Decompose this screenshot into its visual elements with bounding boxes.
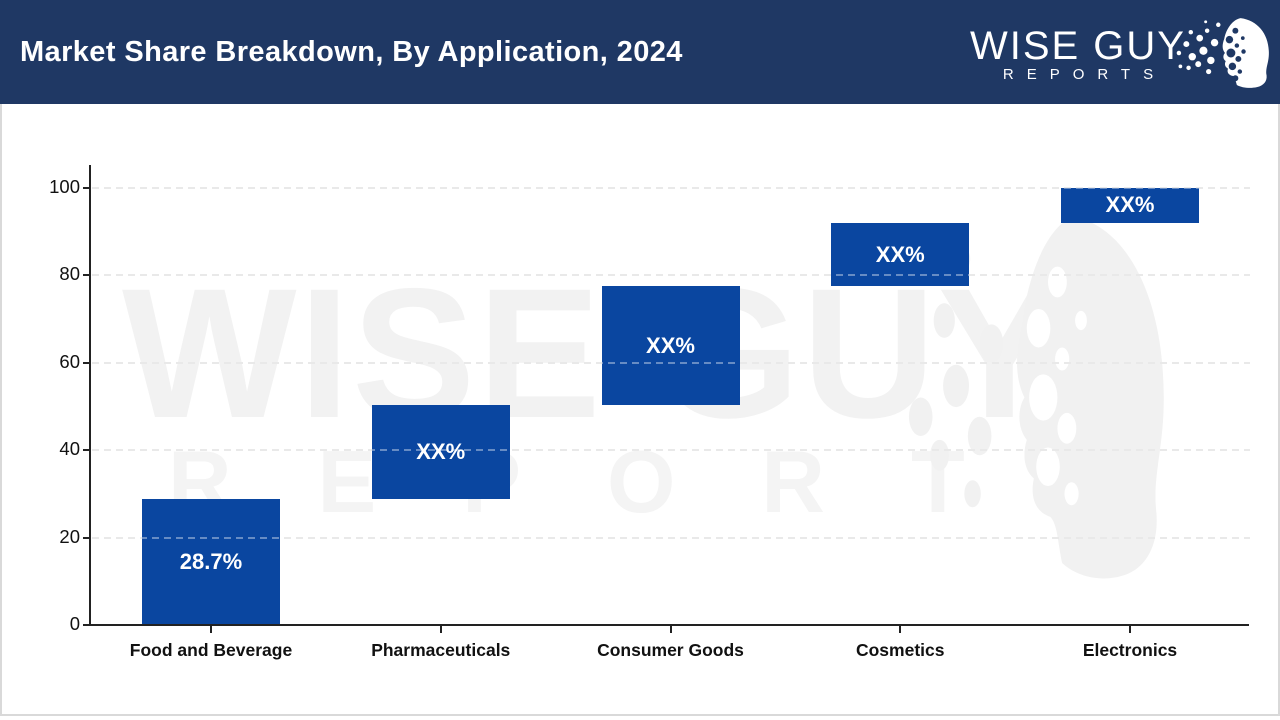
x-category-label: Cosmetics xyxy=(855,640,945,660)
x-axis-tick xyxy=(210,625,212,633)
wiseguy-logo: WISE GUY REPORTS xyxy=(970,6,1274,100)
x-category-label: Food and Beverage xyxy=(129,640,293,660)
x-category-label: Electronics xyxy=(1082,640,1178,660)
gridline xyxy=(92,274,1250,276)
logo-wordmark-line2: REPORTS xyxy=(1002,65,1167,83)
bar-value-label: XX% xyxy=(875,241,925,267)
gridline xyxy=(92,449,1250,451)
y-tick-label: 20 xyxy=(59,525,80,547)
bar: XX% xyxy=(371,405,510,500)
bar-value-label: XX% xyxy=(646,332,695,358)
logo-wordmark: WISE GUY REPORTS xyxy=(970,25,1186,82)
y-tick-label: 80 xyxy=(59,263,80,284)
bar-value-label: XX% xyxy=(1105,192,1155,218)
bar: XX% xyxy=(831,223,970,287)
y-axis-tick xyxy=(83,186,90,189)
y-tick-label: 0 xyxy=(69,613,80,634)
x-category-label: Consumer Goods xyxy=(597,640,744,660)
x-axis-tick xyxy=(899,625,902,633)
gridline xyxy=(92,536,1250,539)
y-axis-tick xyxy=(83,449,90,451)
header-bar: Market Share Breakdown, By Application, … xyxy=(0,0,1280,104)
gridline-overlay xyxy=(92,449,1250,451)
x-axis-line xyxy=(89,624,1249,626)
logo-head-icon xyxy=(1176,18,1269,88)
bar-value-label: XX% xyxy=(416,439,466,465)
y-axis-tick xyxy=(83,361,90,364)
x-axis-tick xyxy=(439,625,442,633)
gridline-overlay xyxy=(92,186,1250,189)
watermark-text: WISE GUY xyxy=(122,251,1064,457)
gridline-overlay xyxy=(92,361,1250,364)
gridline-overlay xyxy=(92,274,1250,276)
y-axis-tick xyxy=(83,624,90,626)
y-axis-line xyxy=(89,165,91,626)
y-tick-label: 60 xyxy=(59,350,80,372)
bar: 28.7% xyxy=(142,499,280,625)
y-tick-label: 100 xyxy=(49,175,80,197)
chart-title: Market Share Breakdown, By Application, … xyxy=(20,35,683,68)
gridline xyxy=(92,186,1250,189)
y-axis-tick xyxy=(83,536,90,539)
gridline-overlay xyxy=(92,536,1250,539)
bar: XX% xyxy=(601,286,740,406)
y-axis-tick xyxy=(83,274,90,276)
logo-wordmark-line1: WISE GUY xyxy=(969,23,1186,68)
bar-value-label: 28.7% xyxy=(179,549,243,575)
x-axis-tick xyxy=(1129,625,1131,633)
x-category-label: Pharmaceuticals xyxy=(371,640,511,660)
bar: XX% xyxy=(1061,187,1199,224)
watermark-text-sub: REPORTS xyxy=(168,432,1196,531)
y-tick-label: 40 xyxy=(59,438,80,459)
x-axis-tick xyxy=(669,625,672,633)
watermark-head-icon xyxy=(908,216,1164,579)
